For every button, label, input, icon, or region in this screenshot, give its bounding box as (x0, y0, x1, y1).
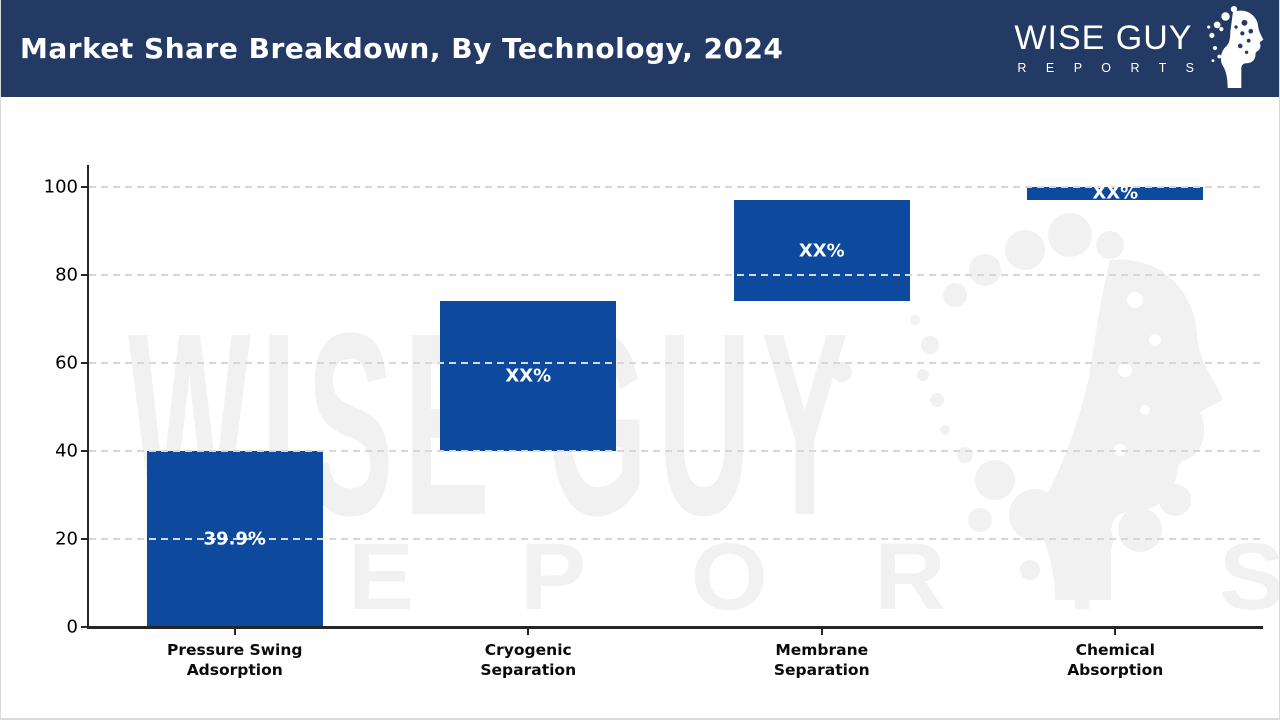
gridline-y20 (89, 537, 1262, 540)
x-tick-mark (820, 629, 823, 635)
y-axis-line (87, 165, 89, 628)
page-title: Market Share Breakdown, By Technology, 2… (20, 32, 784, 65)
watermark-dot (832, 362, 852, 382)
x-axis-line (87, 626, 1263, 629)
bar-value-label: 39.9% (203, 528, 266, 550)
x-category-label: Cryogenic Separation (480, 641, 577, 679)
y-tick-label: 60 (55, 352, 78, 374)
bar-segment (1027, 186, 1204, 201)
gridline-y100 (89, 185, 1262, 188)
x-tick-mark (527, 629, 530, 635)
header-bar: Market Share Breakdown, By Technology, 2… (0, 0, 1280, 97)
bar-segment (733, 200, 910, 301)
x-tick-mark (1114, 629, 1117, 635)
logo-subtitle: R E P O R T S (1017, 61, 1202, 75)
logo-head-icon (1207, 6, 1264, 88)
gridline-y60 (89, 361, 1262, 364)
y-tick-mark (81, 449, 87, 452)
wise-guy-logo: WISE GUY R E P O R T S (1014, 6, 1266, 88)
x-category-label: Pressure Swing Adsorption (167, 641, 303, 679)
y-tick-mark (81, 185, 87, 188)
x-category-label: Chemical Absorption (1067, 641, 1164, 679)
bar-value-label: XX% (505, 365, 552, 387)
logo-wordmark: WISE GUY (1014, 19, 1193, 57)
y-tick-label: 40 (55, 440, 78, 462)
y-tick-mark (81, 361, 87, 364)
y-tick-label: 0 (66, 616, 78, 638)
y-tick-label: 20 (55, 528, 78, 550)
gridline-y40 (89, 449, 1262, 452)
y-tick-mark (81, 626, 87, 628)
y-tick-label: 80 (55, 264, 78, 286)
x-tick-mark (233, 629, 236, 635)
x-category-label: Membrane Separation (773, 641, 870, 679)
gridline-y80 (89, 273, 1262, 276)
y-tick-mark (81, 273, 87, 276)
watermark-head-icon (910, 213, 1223, 600)
y-tick-mark (81, 537, 87, 540)
bar-value-label: XX% (1092, 182, 1139, 204)
bar-segment (440, 301, 617, 452)
y-tick-label: 100 (43, 176, 78, 197)
bar-value-label: XX% (798, 240, 845, 262)
